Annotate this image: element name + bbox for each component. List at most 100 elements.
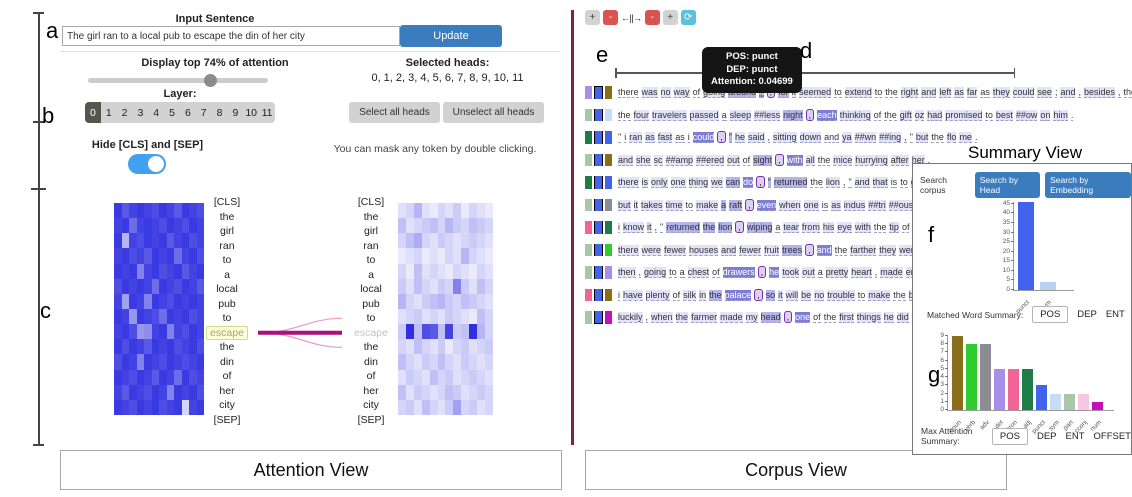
corpus-token[interactable]: the xyxy=(618,109,631,121)
heatmap-cell[interactable] xyxy=(129,399,137,415)
matched-option-ent[interactable]: ENT xyxy=(1105,309,1125,320)
heatmap-cell[interactable] xyxy=(174,218,182,234)
heatmap-cell[interactable] xyxy=(144,324,152,340)
heatmap-cell[interactable] xyxy=(151,339,159,355)
heatmap-cell[interactable] xyxy=(129,369,137,385)
corpus-token[interactable]: sitting xyxy=(773,132,797,143)
corpus-token[interactable]: the xyxy=(823,312,837,323)
heatmap-cell[interactable] xyxy=(445,293,454,309)
corpus-token[interactable]: of xyxy=(873,109,882,121)
heatmap-cell[interactable] xyxy=(405,278,414,294)
sentence-meta-attn[interactable] xyxy=(605,266,612,279)
heatmap-cell[interactable] xyxy=(136,248,144,264)
shrink-right-button[interactable]: - xyxy=(644,10,660,25)
heatmap-cell[interactable] xyxy=(429,309,438,325)
heatmap-cell[interactable] xyxy=(114,369,122,385)
heatmap-cell[interactable] xyxy=(421,399,430,415)
heatmap-cell[interactable] xyxy=(445,354,454,370)
corpus-token[interactable]: they xyxy=(879,244,897,256)
corpus-token[interactable]: down xyxy=(799,132,822,143)
corpus-token[interactable]: ##ous xyxy=(888,199,914,211)
sentence-meta-attn[interactable] xyxy=(605,108,612,121)
corpus-token[interactable]: each xyxy=(817,109,837,121)
corpus-token[interactable]: one xyxy=(795,312,811,323)
layer-button-5[interactable]: 5 xyxy=(169,106,175,119)
heatmap-cell[interactable] xyxy=(469,354,478,370)
layer-button-1[interactable]: 1 xyxy=(105,106,112,119)
heatmap-cell[interactable] xyxy=(181,218,189,234)
heatmap-cell[interactable] xyxy=(485,203,493,219)
heatmap-cell[interactable] xyxy=(445,384,454,400)
heatmap-cell[interactable] xyxy=(477,278,486,294)
corpus-token[interactable]: make xyxy=(868,289,891,301)
heatmap-cell[interactable] xyxy=(166,263,174,279)
sentence-meta-matched[interactable] xyxy=(594,266,603,279)
heatmap-cell[interactable] xyxy=(144,384,152,400)
heatmap-cell[interactable] xyxy=(166,369,174,385)
corpus-token[interactable]: all xyxy=(805,154,815,166)
heatmap-cell[interactable] xyxy=(129,248,137,264)
heatmap-cell[interactable] xyxy=(159,233,167,249)
token-left-10[interactable]: the xyxy=(219,341,235,353)
token-right-5[interactable]: a xyxy=(368,268,374,281)
token-left-15[interactable]: [SEP] xyxy=(213,413,241,426)
heatmap-cell[interactable] xyxy=(151,324,159,340)
heatmap-cell[interactable] xyxy=(189,309,197,325)
heatmap-cell[interactable] xyxy=(166,399,174,415)
heatmap-cell[interactable] xyxy=(151,263,159,279)
matched-token[interactable]: , xyxy=(754,288,763,301)
heatmap-cell[interactable] xyxy=(485,233,493,249)
corpus-token[interactable]: i xyxy=(618,289,620,301)
heatmap-cell[interactable] xyxy=(174,293,182,309)
layer-button-2[interactable]: 2 xyxy=(121,106,128,119)
heatmap-cell[interactable] xyxy=(144,339,152,355)
corpus-token[interactable]: , xyxy=(1118,87,1121,98)
matched-option-pos[interactable]: POS xyxy=(1032,306,1069,323)
sentence-meta-pos[interactable] xyxy=(585,243,592,256)
token-left-14[interactable]: city xyxy=(219,399,235,411)
corpus-token[interactable]: , xyxy=(842,177,846,188)
sentence-meta-attn[interactable] xyxy=(605,131,612,144)
heatmap-cell[interactable] xyxy=(114,339,122,355)
corpus-token[interactable]: is xyxy=(821,199,829,211)
heatmap-cell[interactable] xyxy=(144,354,152,370)
heatmap-cell[interactable] xyxy=(159,369,167,385)
heatmap-cell[interactable] xyxy=(469,293,478,309)
search-by-embedding-button[interactable]: Search by Embedding xyxy=(1045,172,1131,198)
heatmap-cell[interactable] xyxy=(469,203,478,219)
heatmap-cell[interactable] xyxy=(485,278,493,294)
corpus-token[interactable]: was xyxy=(641,87,658,98)
corpus-token[interactable]: with xyxy=(854,222,871,233)
corpus-token[interactable]: in xyxy=(699,289,707,301)
heatmap-cell[interactable] xyxy=(121,324,129,340)
heatmap-cell[interactable] xyxy=(421,248,430,264)
heatmap-cell[interactable] xyxy=(136,354,144,370)
heatmap-cell[interactable] xyxy=(477,384,486,400)
heatmap-cell[interactable] xyxy=(485,339,493,355)
heatmap-cell[interactable] xyxy=(159,384,167,400)
corpus-token[interactable]: returned xyxy=(773,177,808,188)
layer-button-3[interactable]: 3 xyxy=(137,106,144,119)
heatmap-cell[interactable] xyxy=(159,278,167,294)
heatmap-cell[interactable] xyxy=(469,263,478,279)
heatmap-cell[interactable] xyxy=(398,218,406,234)
corpus-token[interactable]: they xyxy=(1123,87,1132,98)
heatmap-cell[interactable] xyxy=(429,354,438,370)
heatmap-cell[interactable] xyxy=(437,339,446,355)
heatmap-cell[interactable] xyxy=(136,263,144,279)
corpus-token[interactable]: i xyxy=(687,132,690,143)
heatmap-cell[interactable] xyxy=(181,384,189,400)
heatmap-cell[interactable] xyxy=(421,354,430,370)
sentence-meta-matched[interactable] xyxy=(594,198,603,211)
heatmap-cell[interactable] xyxy=(189,354,197,370)
corpus-token[interactable]: went xyxy=(899,244,919,256)
corpus-token[interactable]: best xyxy=(995,109,1013,121)
corpus-token[interactable]: , xyxy=(638,267,642,278)
heatmap-cell[interactable] xyxy=(421,278,430,294)
heatmap-cell[interactable] xyxy=(469,248,478,264)
matched-option-dep[interactable]: DEP xyxy=(1077,309,1097,320)
heatmap-cell[interactable] xyxy=(196,369,204,385)
corpus-token[interactable]: , xyxy=(645,312,649,323)
corpus-token[interactable]: far xyxy=(966,87,978,98)
heatmap-cell[interactable] xyxy=(166,233,174,249)
